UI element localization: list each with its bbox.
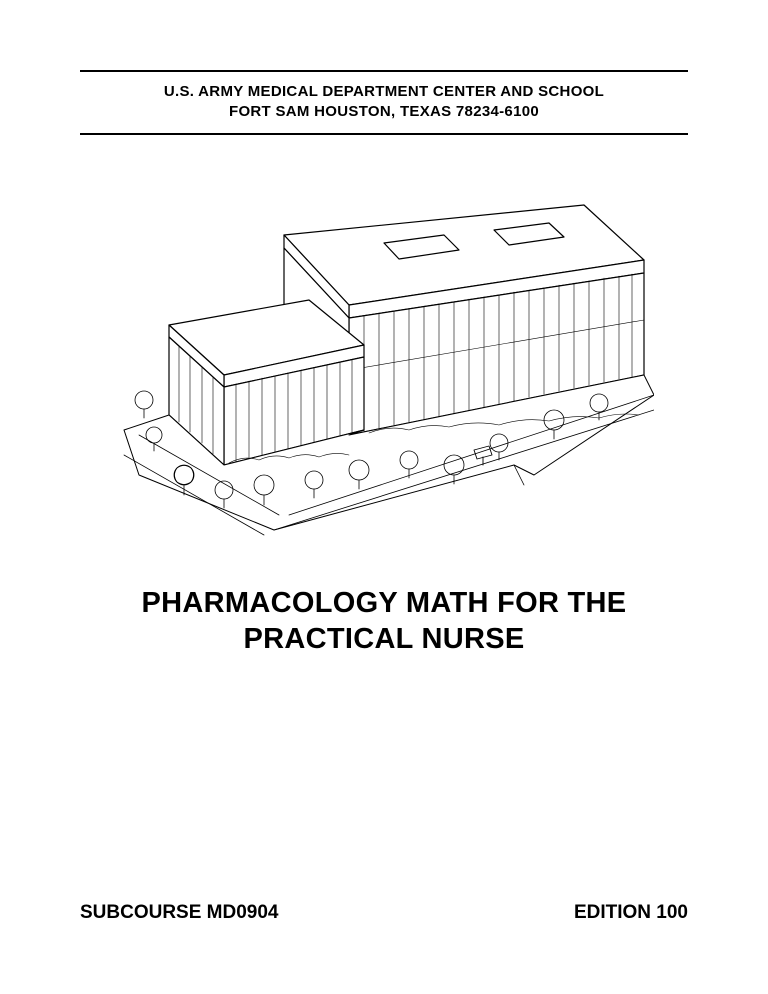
- header-block: U.S. ARMY MEDICAL DEPARTMENT CENTER AND …: [80, 70, 688, 135]
- building-svg: [114, 165, 654, 545]
- footer-row: SUBCOURSE MD0904 EDITION 100: [80, 902, 688, 934]
- subcourse-label: SUBCOURSE MD0904: [80, 902, 279, 924]
- main-title-line1: PHARMACOLOGY MATH FOR THE: [80, 585, 688, 621]
- header-org-line: U.S. ARMY MEDICAL DEPARTMENT CENTER AND …: [80, 82, 688, 102]
- header-address-line: FORT SAM HOUSTON, TEXAS 78234-6100: [80, 102, 688, 122]
- edition-label: EDITION 100: [574, 902, 688, 924]
- title-block: PHARMACOLOGY MATH FOR THE PRACTICAL NURS…: [80, 585, 688, 658]
- main-title-line2: PRACTICAL NURSE: [80, 621, 688, 657]
- building-illustration: [114, 165, 654, 545]
